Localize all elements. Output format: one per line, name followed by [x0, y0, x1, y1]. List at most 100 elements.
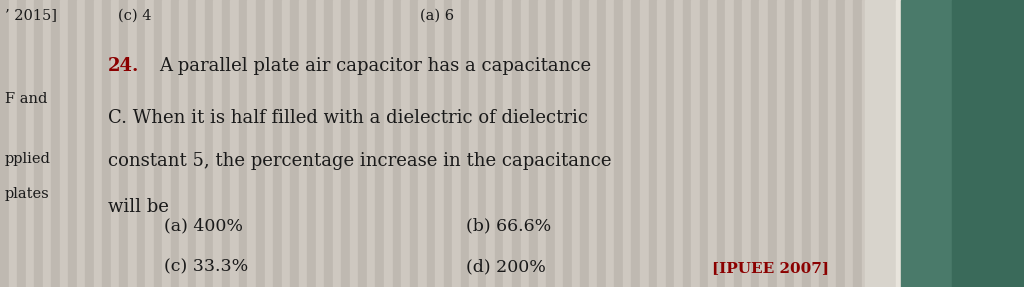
Bar [51, 0, 59, 287]
Bar [59, 0, 69, 287]
Bar [315, 0, 325, 287]
Bar [179, 0, 187, 287]
Bar [376, 0, 384, 287]
Text: (c) 4: (c) 4 [118, 9, 152, 23]
Bar [453, 0, 461, 287]
Text: ’ 2015]: ’ 2015] [5, 9, 57, 23]
Bar [248, 0, 256, 287]
Bar [273, 0, 282, 287]
Bar [69, 0, 77, 287]
Bar [837, 0, 845, 287]
Bar [520, 0, 529, 287]
Bar [589, 0, 597, 287]
Bar [845, 0, 853, 287]
Bar [230, 0, 239, 287]
Bar [85, 0, 94, 287]
Bar [529, 0, 538, 287]
Bar [325, 0, 333, 287]
Bar [606, 0, 614, 287]
Bar [623, 0, 632, 287]
Bar [341, 0, 350, 287]
Text: 24.: 24. [108, 57, 139, 75]
Bar [222, 0, 230, 287]
Bar [8, 0, 17, 287]
Bar [865, 0, 896, 287]
Bar [717, 0, 725, 287]
Text: A parallel plate air capacitor has a capacitance: A parallel plate air capacitor has a cap… [159, 57, 591, 75]
Bar [26, 0, 34, 287]
Bar [120, 0, 128, 287]
Bar [111, 0, 120, 287]
Bar [495, 0, 504, 287]
Bar [862, 0, 870, 287]
Bar [683, 0, 691, 287]
Bar [760, 0, 768, 287]
Bar [239, 0, 248, 287]
Bar [581, 0, 589, 287]
Bar [392, 0, 401, 287]
Bar [896, 0, 904, 287]
Bar [102, 0, 111, 287]
Bar [965, 0, 973, 287]
Bar [282, 0, 290, 287]
Text: (a) 6: (a) 6 [420, 9, 454, 23]
Bar [478, 0, 486, 287]
Bar [981, 0, 990, 287]
Bar [632, 0, 640, 287]
Bar [427, 0, 435, 287]
Text: (b) 66.6%: (b) 66.6% [466, 217, 551, 234]
Bar [819, 0, 827, 287]
Bar [691, 0, 699, 287]
Text: F and: F and [5, 92, 47, 106]
Bar [674, 0, 683, 287]
Bar [197, 0, 205, 287]
Bar [333, 0, 341, 287]
Bar [384, 0, 392, 287]
Bar [998, 0, 1007, 287]
Bar [597, 0, 606, 287]
Bar [205, 0, 213, 287]
Bar [734, 0, 742, 287]
Bar [418, 0, 427, 287]
Bar [94, 0, 102, 287]
Bar [538, 0, 546, 287]
Bar [955, 0, 965, 287]
Bar [751, 0, 760, 287]
Bar [614, 0, 623, 287]
Bar [171, 0, 179, 287]
Bar [154, 0, 162, 287]
Text: plates: plates [5, 187, 50, 201]
Bar [648, 0, 657, 287]
Bar [145, 0, 154, 287]
Bar [128, 0, 136, 287]
Text: (d) 200%: (d) 200% [466, 259, 546, 276]
Bar [435, 0, 443, 287]
Text: pplied: pplied [5, 152, 51, 166]
Bar [358, 0, 367, 287]
Bar [256, 0, 264, 287]
Bar [17, 0, 26, 287]
Bar [768, 0, 776, 287]
Bar [43, 0, 51, 287]
Bar [709, 0, 717, 287]
Text: (c) 33.3%: (c) 33.3% [164, 259, 248, 276]
Bar [443, 0, 453, 287]
Text: [IPUEE 2007]: [IPUEE 2007] [712, 261, 828, 276]
Bar [401, 0, 410, 287]
Bar [136, 0, 145, 287]
Bar [699, 0, 709, 287]
Bar [546, 0, 555, 287]
Bar [742, 0, 751, 287]
Bar [410, 0, 418, 287]
Bar [367, 0, 376, 287]
Bar [870, 0, 879, 287]
Bar [879, 0, 888, 287]
Bar [947, 0, 955, 287]
Bar [904, 0, 913, 287]
Bar [811, 0, 819, 287]
Bar [213, 0, 222, 287]
Bar [939, 0, 947, 287]
Bar [657, 0, 666, 287]
Bar [34, 0, 43, 287]
Bar [264, 0, 273, 287]
